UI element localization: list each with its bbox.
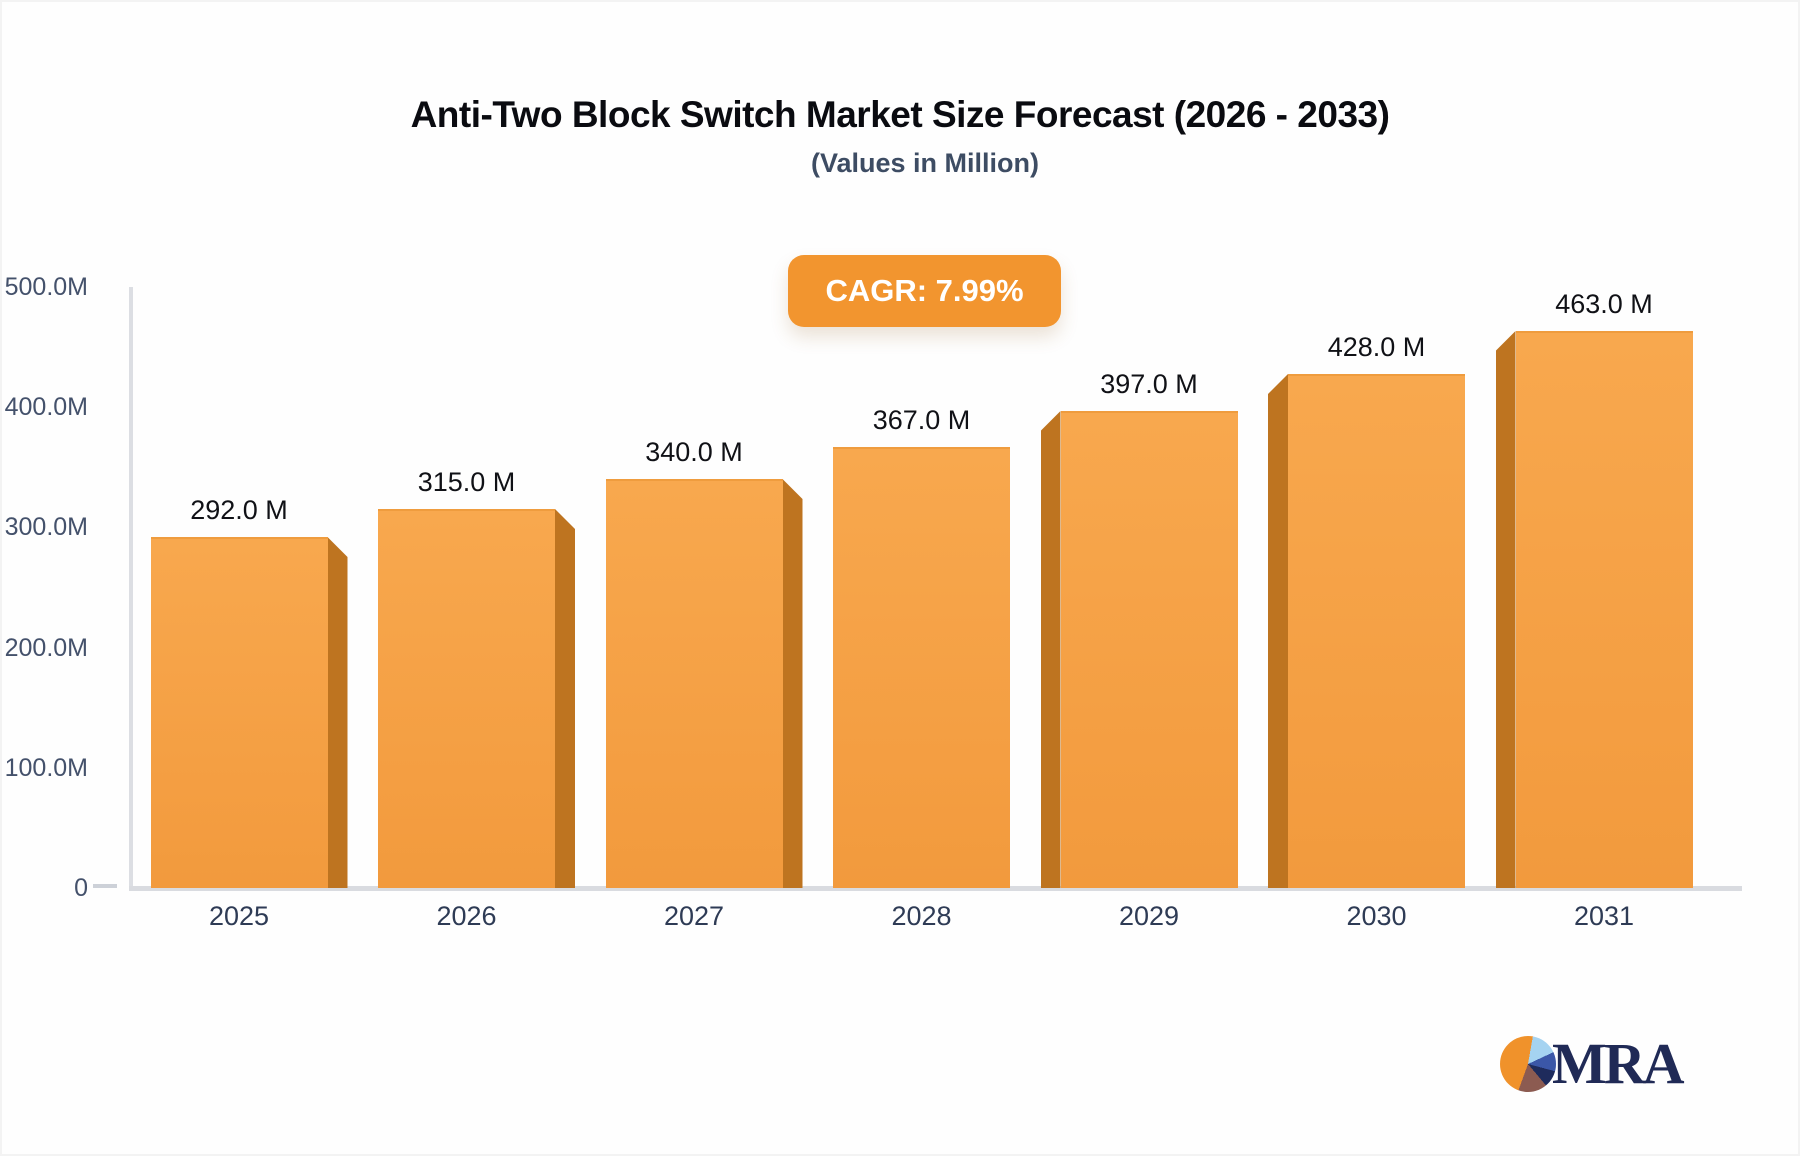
x-tick-2029: 2029 bbox=[1118, 901, 1180, 931]
bar-side-2027 bbox=[782, 479, 803, 888]
x-tick-2025: 2025 bbox=[208, 901, 270, 931]
x-tick-2026: 2026 bbox=[436, 901, 497, 931]
y-tick-500.0M: 500.0M bbox=[4, 273, 88, 301]
zero-tick-mark bbox=[93, 884, 117, 888]
bar-2025[interactable] bbox=[150, 537, 328, 888]
bar-value-label-2025: 292.0 M bbox=[190, 495, 288, 525]
y-tick-100.0M: 100.0M bbox=[4, 753, 88, 782]
bar-value-label-2030: 428.0 M bbox=[1327, 332, 1426, 362]
y-tick-200.0M: 200.0M bbox=[4, 633, 88, 662]
bar-value-label-2028: 367.0 M bbox=[872, 405, 971, 435]
x-tick-2027: 2027 bbox=[663, 901, 725, 931]
chart-subtitle: (Values in Million) bbox=[810, 148, 1040, 178]
bar-2031[interactable] bbox=[1515, 331, 1693, 888]
y-tick-400.0M: 400.0M bbox=[4, 393, 88, 422]
bar-side-2031 bbox=[1495, 331, 1516, 888]
cagr-badge: CAGR: 7.99% bbox=[788, 255, 1061, 327]
bar-2027[interactable] bbox=[605, 479, 783, 888]
bar-2028[interactable] bbox=[833, 447, 1010, 888]
x-tick-2028: 2028 bbox=[891, 901, 952, 931]
bar-side-2029 bbox=[1040, 411, 1061, 888]
y-tick-0: 0 bbox=[74, 874, 88, 902]
y-axis-line bbox=[129, 287, 133, 888]
brand-logo[interactable]: MRA bbox=[1500, 1031, 1685, 1096]
bar-value-label-2027: 340.0 M bbox=[645, 437, 743, 467]
x-tick-2031: 2031 bbox=[1573, 901, 1635, 931]
x-tick-2030: 2030 bbox=[1346, 901, 1407, 931]
brand-logo-text: MRA bbox=[1552, 1031, 1685, 1096]
x-axis-line bbox=[129, 886, 1742, 891]
pie-chart-icon bbox=[1500, 1036, 1556, 1092]
bar-value-label-2026: 315.0 M bbox=[417, 467, 516, 497]
bar-side-2025 bbox=[327, 537, 348, 888]
bar-2026[interactable] bbox=[378, 509, 555, 888]
bar-side-2030 bbox=[1268, 374, 1288, 888]
bar-2029[interactable] bbox=[1060, 411, 1238, 888]
bar-value-label-2029: 397.0 M bbox=[1100, 369, 1198, 399]
bar-value-label-2031: 463.0 M bbox=[1555, 289, 1653, 319]
cagr-badge-label: CAGR: 7.99% bbox=[825, 273, 1024, 308]
y-tick-300.0M: 300.0M bbox=[4, 513, 88, 542]
chart-title: Anti-Two Block Switch Market Size Foreca… bbox=[410, 94, 1390, 135]
bar-side-2026 bbox=[555, 509, 575, 888]
bar-2030[interactable] bbox=[1288, 374, 1465, 888]
